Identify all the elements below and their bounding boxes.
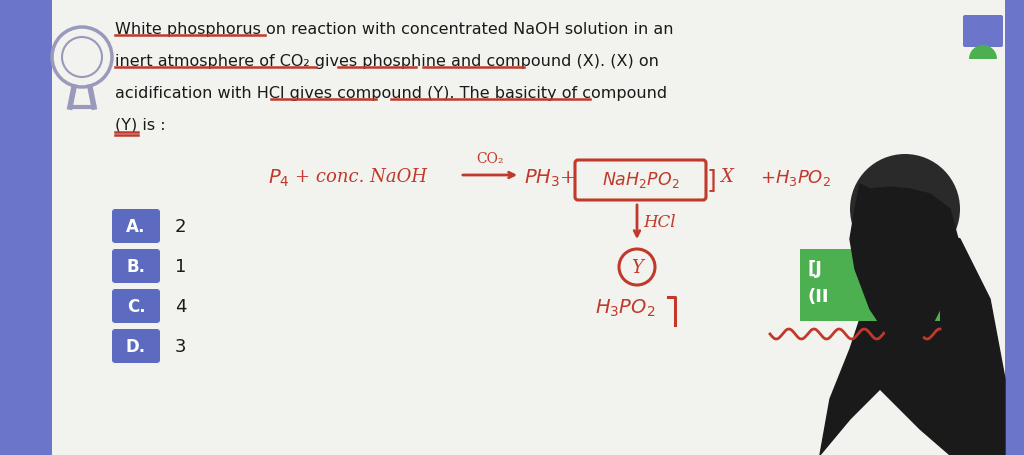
Text: X: X	[720, 167, 733, 186]
Text: $+H_3PO_2$: $+H_3PO_2$	[760, 167, 830, 187]
Text: (Y) is :: (Y) is :	[115, 118, 166, 133]
Text: C.: C.	[127, 298, 145, 315]
Text: $NaH_2PO_2$: $NaH_2PO_2$	[602, 170, 679, 190]
FancyBboxPatch shape	[112, 329, 160, 363]
Text: A.: A.	[126, 217, 145, 236]
Bar	[1005, 0, 1024, 455]
Text: 4: 4	[175, 298, 186, 315]
Text: 1: 1	[175, 258, 186, 275]
Text: B.: B.	[127, 258, 145, 275]
Text: + conc. NaOH: + conc. NaOH	[295, 167, 427, 186]
FancyBboxPatch shape	[112, 289, 160, 324]
Text: (II: (II	[808, 288, 829, 305]
Text: ]: ]	[707, 167, 717, 192]
Bar	[0, 0, 52, 455]
Text: D.: D.	[126, 337, 146, 355]
Text: $P_4$: $P_4$	[268, 167, 290, 189]
FancyBboxPatch shape	[963, 16, 1002, 48]
Bar	[800, 249, 940, 321]
Text: $PH_3$+: $PH_3$+	[524, 167, 575, 189]
FancyBboxPatch shape	[112, 249, 160, 283]
Polygon shape	[820, 229, 1005, 455]
Text: 2: 2	[175, 217, 186, 236]
Text: $H_3PO_2$: $H_3PO_2$	[595, 298, 655, 318]
Wedge shape	[969, 46, 997, 60]
Text: Y: Y	[631, 258, 643, 276]
Text: HCl: HCl	[643, 214, 676, 231]
Text: CO₂: CO₂	[476, 152, 504, 166]
Text: inert atmosphere of CO₂ gives phosphine and compound (X). (X) on: inert atmosphere of CO₂ gives phosphine …	[115, 54, 658, 69]
FancyBboxPatch shape	[112, 210, 160, 243]
Text: 3: 3	[175, 337, 186, 355]
Text: [J: [J	[808, 259, 823, 278]
Text: acidification with HCl gives compound (Y). The basicity of compound: acidification with HCl gives compound (Y…	[115, 86, 667, 101]
Circle shape	[850, 155, 961, 264]
Polygon shape	[850, 185, 958, 349]
Text: White phosphorus on reaction with concentrated NaOH solution in an: White phosphorus on reaction with concen…	[115, 22, 674, 37]
